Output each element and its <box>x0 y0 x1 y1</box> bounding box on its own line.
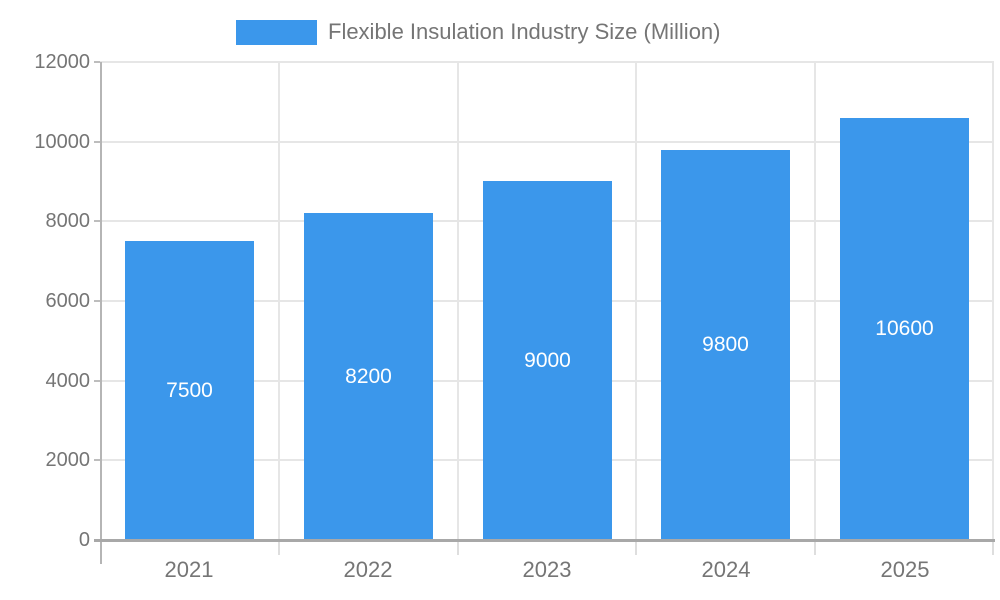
legend-swatch <box>236 19 317 45</box>
y-tick-label: 2000 <box>45 449 91 471</box>
bar <box>661 150 790 540</box>
y-tick-mark <box>94 61 100 63</box>
x-axis-baseline <box>94 539 995 542</box>
x-tick-mark <box>992 542 994 555</box>
y-tick-mark <box>94 459 100 461</box>
y-tick-label: 8000 <box>45 210 91 232</box>
y-tick-label: 6000 <box>45 290 91 312</box>
y-tick-mark <box>94 300 100 302</box>
bar <box>840 118 969 540</box>
x-axis: 2021 2022 2023 2024 2025 <box>100 542 994 600</box>
bar-value-label: 8200 <box>345 365 392 388</box>
y-axis-line <box>100 62 102 564</box>
x-tick-mark <box>814 542 816 555</box>
bar-value-label: 10600 <box>875 317 934 340</box>
bar <box>483 181 612 540</box>
x-tick-label: 2025 <box>880 557 930 582</box>
bar-value-label: 7500 <box>166 379 213 402</box>
legend-label: Flexible Insulation Industry Size (Milli… <box>328 19 721 44</box>
y-tick-mark <box>94 220 100 222</box>
y-tick-label: 12000 <box>34 51 90 73</box>
gridline-h <box>100 141 994 143</box>
gridline-h <box>100 61 994 63</box>
x-tick-label: 2023 <box>522 557 572 582</box>
gridline-v <box>992 62 994 540</box>
x-tick-mark <box>278 542 280 555</box>
x-tick-label: 2022 <box>343 557 393 582</box>
plot-area: 7500 8200 9000 9800 10600 <box>100 61 994 540</box>
gridline-v <box>278 62 280 540</box>
y-tick-mark <box>94 141 100 143</box>
bar <box>304 213 433 540</box>
y-tick-label: 0 <box>78 529 90 551</box>
y-tick-label: 10000 <box>34 131 90 153</box>
y-tick-label: 4000 <box>45 370 91 392</box>
bar <box>125 241 254 540</box>
chart-legend: Flexible Insulation Industry Size (Milli… <box>236 19 721 45</box>
gridline-v <box>457 62 459 540</box>
x-tick-label: 2021 <box>164 557 214 582</box>
y-axis: 0 2000 4000 6000 8000 10000 12000 <box>0 51 100 551</box>
bar-value-label: 9800 <box>702 333 749 356</box>
bar-value-label: 9000 <box>524 349 571 372</box>
gridline-v <box>814 62 816 540</box>
x-tick-label: 2024 <box>701 557 751 582</box>
y-tick-mark <box>94 380 100 382</box>
x-tick-mark <box>635 542 637 555</box>
gridline-v <box>635 62 637 540</box>
x-tick-mark <box>457 542 459 555</box>
